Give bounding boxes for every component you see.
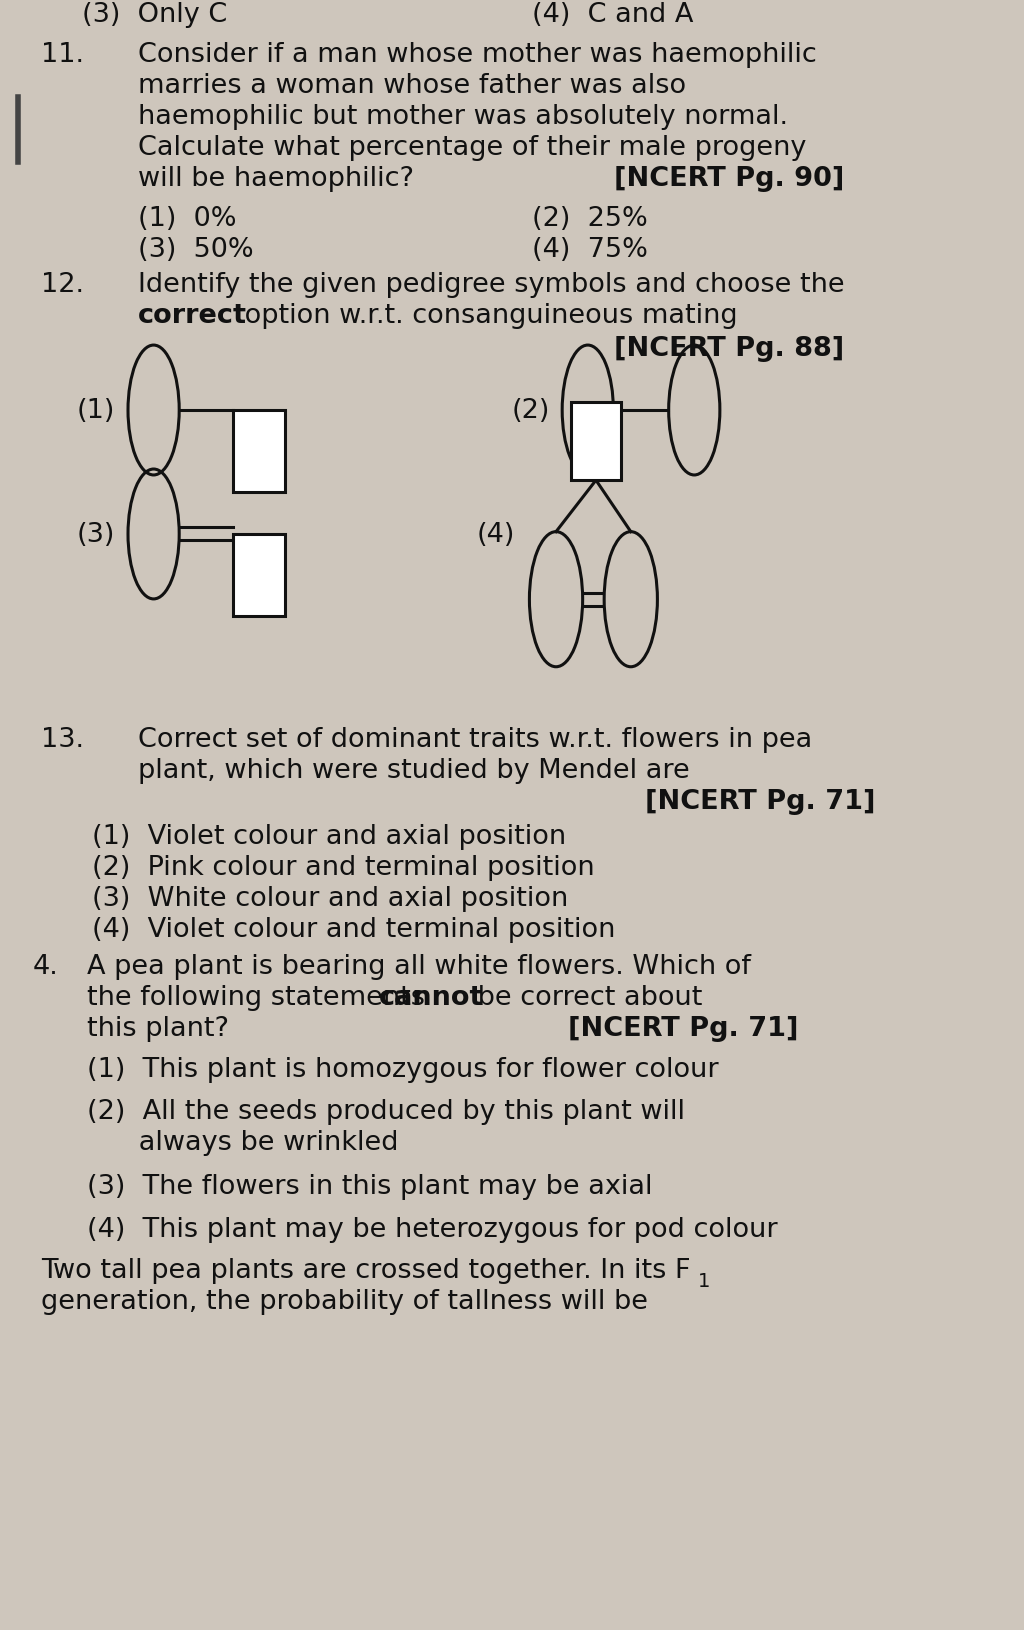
Text: A pea plant is bearing all white flowers. Which of: A pea plant is bearing all white flowers…	[87, 954, 751, 980]
Text: (4)  Violet colour and terminal position: (4) Violet colour and terminal position	[92, 916, 615, 942]
FancyBboxPatch shape	[233, 411, 285, 492]
FancyBboxPatch shape	[233, 535, 285, 616]
Text: (4): (4)	[476, 522, 514, 548]
Text: be correct about: be correct about	[469, 985, 702, 1011]
Text: (1)  This plant is homozygous for flower colour: (1) This plant is homozygous for flower …	[87, 1056, 719, 1082]
Text: correct: correct	[138, 303, 247, 329]
Text: [NCERT Pg. 90]: [NCERT Pg. 90]	[614, 166, 845, 192]
Text: (2)  All the seeds produced by this plant will: (2) All the seeds produced by this plant…	[87, 1099, 685, 1125]
Text: (4)  This plant may be heterozygous for pod colour: (4) This plant may be heterozygous for p…	[87, 1216, 777, 1242]
Text: (1)  0%: (1) 0%	[138, 205, 237, 231]
Text: 11.: 11.	[41, 42, 84, 68]
Text: Identify the given pedigree symbols and choose the: Identify the given pedigree symbols and …	[138, 272, 845, 298]
Text: will be haemophilic?: will be haemophilic?	[138, 166, 415, 192]
Text: [NCERT Pg. 88]: [NCERT Pg. 88]	[614, 336, 845, 362]
Text: (4)  75%: (4) 75%	[532, 236, 648, 262]
Text: 1: 1	[698, 1271, 711, 1291]
Text: Calculate what percentage of their male progeny: Calculate what percentage of their male …	[138, 135, 807, 161]
Text: (1)  Violet colour and axial position: (1) Violet colour and axial position	[92, 823, 566, 849]
Text: this plant?: this plant?	[87, 1015, 229, 1042]
Text: the following statements: the following statements	[87, 985, 434, 1011]
Text: Consider if a man whose mother was haemophilic: Consider if a man whose mother was haemo…	[138, 42, 817, 68]
Text: 13.: 13.	[41, 727, 84, 753]
Text: (3)  Only C: (3) Only C	[82, 2, 227, 28]
Text: cannot: cannot	[379, 985, 483, 1011]
Text: option w.r.t. consanguineous mating: option w.r.t. consanguineous mating	[236, 303, 737, 329]
Text: always be wrinkled: always be wrinkled	[87, 1130, 398, 1156]
Text: plant, which were studied by Mendel are: plant, which were studied by Mendel are	[138, 758, 690, 784]
Text: [NCERT Pg. 71]: [NCERT Pg. 71]	[568, 1015, 799, 1042]
Text: Two tall pea plants are crossed together. In its F: Two tall pea plants are crossed together…	[41, 1257, 690, 1283]
Text: (3): (3)	[77, 522, 115, 548]
Text: (2)  25%: (2) 25%	[532, 205, 648, 231]
Text: (3)  50%: (3) 50%	[138, 236, 254, 262]
Text: (3)  White colour and axial position: (3) White colour and axial position	[92, 885, 568, 911]
Text: generation, the probability of tallness will be: generation, the probability of tallness …	[41, 1288, 648, 1314]
Text: [NCERT Pg. 71]: [NCERT Pg. 71]	[645, 789, 876, 815]
Text: marries a woman whose father was also: marries a woman whose father was also	[138, 73, 686, 99]
Text: (2)  Pink colour and terminal position: (2) Pink colour and terminal position	[92, 854, 595, 880]
Text: (2): (2)	[512, 398, 550, 424]
Text: (1): (1)	[77, 398, 115, 424]
Text: 4.: 4.	[33, 954, 58, 980]
Text: 12.: 12.	[41, 272, 84, 298]
Text: (4)  C and A: (4) C and A	[532, 2, 694, 28]
Text: (3)  The flowers in this plant may be axial: (3) The flowers in this plant may be axi…	[87, 1174, 652, 1200]
Text: haemophilic but mother was absolutely normal.: haemophilic but mother was absolutely no…	[138, 104, 788, 130]
Text: Correct set of dominant traits w.r.t. flowers in pea: Correct set of dominant traits w.r.t. fl…	[138, 727, 812, 753]
FancyBboxPatch shape	[571, 403, 621, 481]
